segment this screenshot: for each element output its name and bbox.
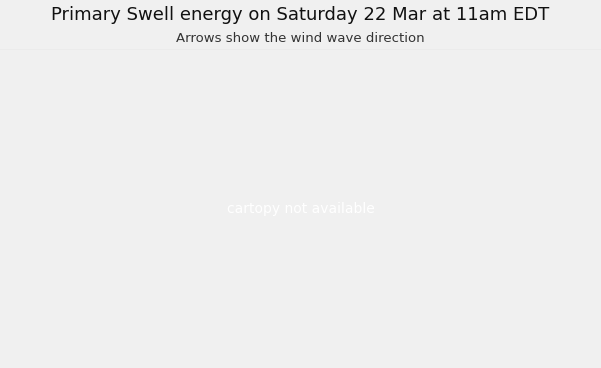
Text: cartopy not available: cartopy not available: [227, 202, 374, 216]
Text: Arrows show the wind wave direction: Arrows show the wind wave direction: [176, 32, 425, 45]
Text: Primary Swell energy on Saturday 22 Mar at 11am EDT: Primary Swell energy on Saturday 22 Mar …: [51, 6, 550, 24]
